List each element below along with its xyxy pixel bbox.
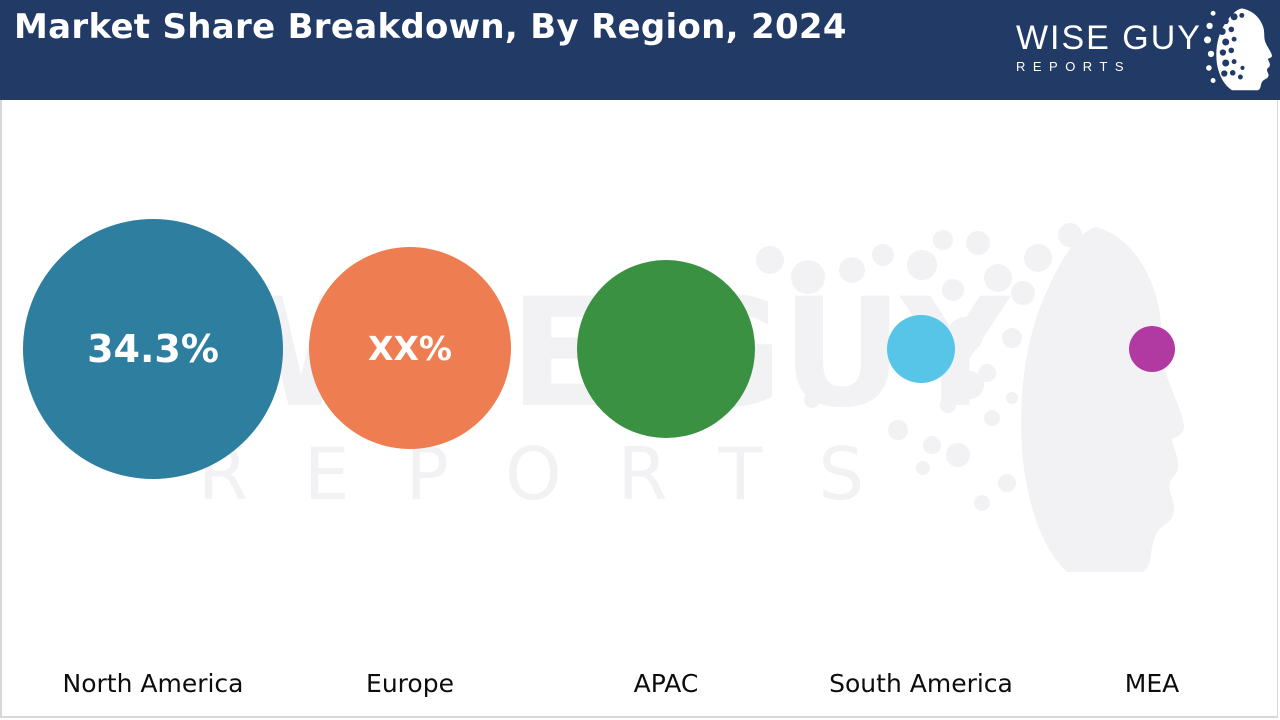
bubble-mea — [1129, 326, 1175, 372]
brand-face-icon — [1204, 8, 1272, 91]
bubble-apac — [577, 260, 755, 438]
bubble-europe: XX% — [309, 247, 511, 449]
brand-name: WISE GUY — [1015, 19, 1202, 57]
category-label-south-america: South America — [829, 669, 1013, 698]
category-label-apac: APAC — [633, 669, 699, 698]
bubble-north-america: 34.3% — [23, 219, 283, 479]
page-title: Market Share Breakdown, By Region, 2024 — [14, 7, 847, 47]
watermark-face-icon — [756, 223, 1185, 572]
brand-logo-text: WISE GUY REPORTS — [1016, 21, 1202, 74]
brand-tagline: REPORTS — [1015, 59, 1132, 74]
bubble-south-america — [887, 315, 955, 383]
header: Market Share Breakdown, By Region, 2024 … — [0, 0, 1280, 100]
category-label-mea: MEA — [1124, 669, 1180, 698]
category-label-europe: Europe — [366, 669, 454, 698]
watermark-reports-text: REPORTS — [198, 432, 921, 516]
brand-logo: WISE GUY REPORTS — [1010, 0, 1280, 100]
category-label-north-america: North America — [62, 669, 244, 698]
